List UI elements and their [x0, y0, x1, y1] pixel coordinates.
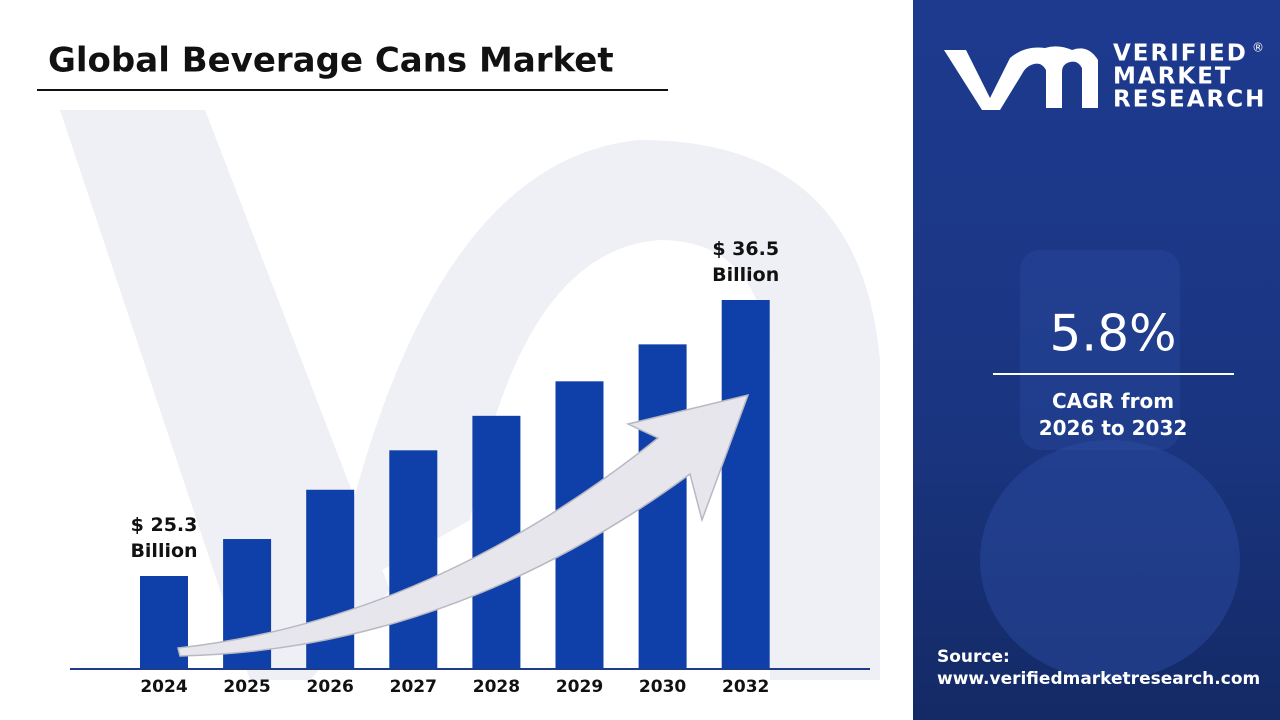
bar: [389, 450, 438, 668]
brand-registered: ®: [1252, 41, 1264, 55]
chart-title: Global Beverage Cans Market: [48, 41, 614, 81]
panel-decoration: [1020, 250, 1180, 450]
x-tick-label: 2027: [390, 677, 437, 697]
brand-line: RESEARCH: [1113, 87, 1266, 113]
x-tick-label: 2025: [223, 677, 270, 697]
brand-line: VERIFIED: [1113, 41, 1248, 67]
x-tick-label: 2030: [639, 677, 686, 697]
growth-arrow: [177, 393, 750, 657]
x-tick-label: 2024: [140, 677, 187, 697]
bar: [721, 300, 770, 668]
brand-logo: [944, 46, 1098, 110]
cagr-value: 5.8%: [1049, 305, 1176, 363]
x-tick-label: 2026: [307, 677, 354, 697]
cagr-text: CAGR from 2026 to 2032: [1038, 389, 1188, 440]
x-tick-label: 2028: [473, 677, 520, 697]
value-label: $ 36.5 Billion: [712, 238, 780, 286]
bars: [140, 300, 770, 668]
source-url: www.verifiedmarketresearch.com: [937, 669, 1260, 689]
value-label: $ 25.3 Billion: [130, 514, 198, 562]
x-tick-label: 2032: [722, 677, 769, 697]
panel-decoration: [980, 440, 1240, 680]
source-label: Source:: [937, 647, 1010, 667]
bar: [638, 344, 687, 668]
brand-line: MARKET: [1113, 64, 1233, 90]
x-tick-label: 2029: [556, 677, 603, 697]
